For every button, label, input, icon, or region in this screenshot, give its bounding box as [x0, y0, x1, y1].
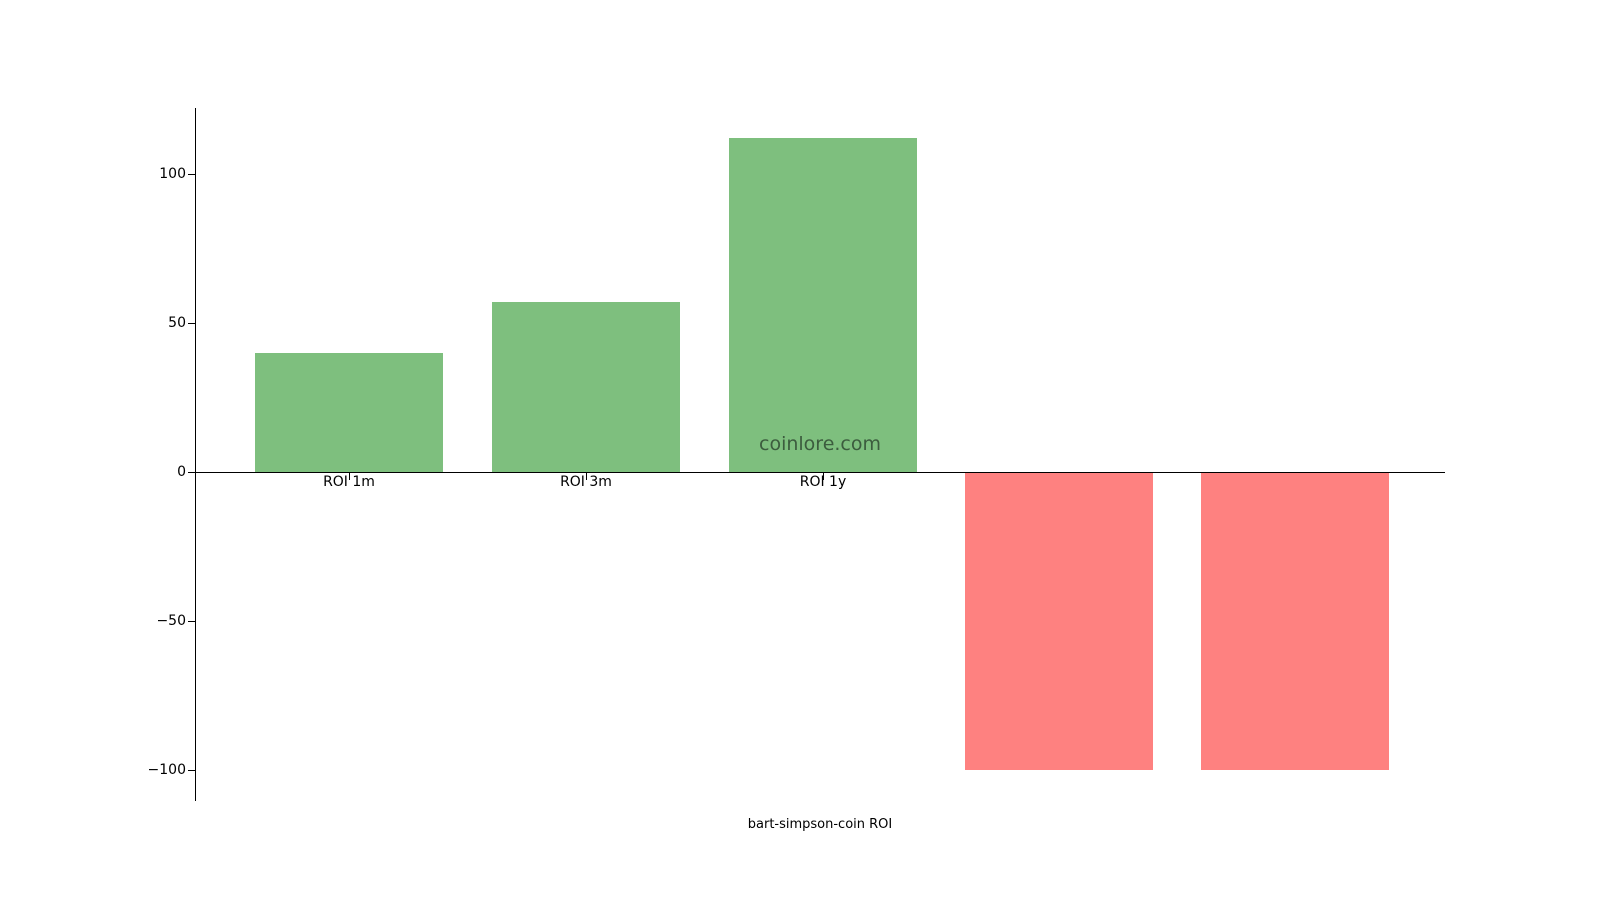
- bar-unlabeled-3: [965, 472, 1153, 770]
- y-tick-label-100: 100: [159, 166, 186, 182]
- bar-roi-3m: [492, 302, 680, 472]
- bar-roi-1m: [255, 352, 443, 472]
- y-tick-mark-0: [188, 472, 195, 473]
- y-tick-mark-50: [188, 323, 195, 324]
- x-tick-mark-0: [349, 472, 350, 480]
- y-tick-mark--100: [188, 770, 195, 771]
- x-tick-mark-2: [823, 472, 824, 480]
- x-tick-label-roi-3m: ROI 3m: [560, 474, 612, 490]
- bar-unlabeled-4: [1201, 472, 1389, 770]
- y-tick-mark-100: [188, 174, 195, 175]
- x-tick-label-roi-1y: ROI 1y: [799, 474, 847, 490]
- watermark-text: coinlore.com: [759, 433, 881, 455]
- y-tick-label-0: 0: [177, 464, 186, 480]
- bar-roi-1y: [729, 138, 917, 472]
- x-tick-label-roi-1m: ROI 1m: [323, 474, 375, 490]
- y-tick-mark--50: [188, 621, 195, 622]
- chart-title: bart-simpson-coin ROI: [747, 817, 893, 832]
- y-tick-label-50: 50: [168, 315, 186, 331]
- y-axis-line: [195, 108, 197, 801]
- x-axis-line: [195, 472, 1445, 474]
- y-tick-label--100: −100: [147, 762, 186, 778]
- y-tick-label--50: −50: [156, 613, 186, 629]
- x-tick-mark-1: [586, 472, 587, 480]
